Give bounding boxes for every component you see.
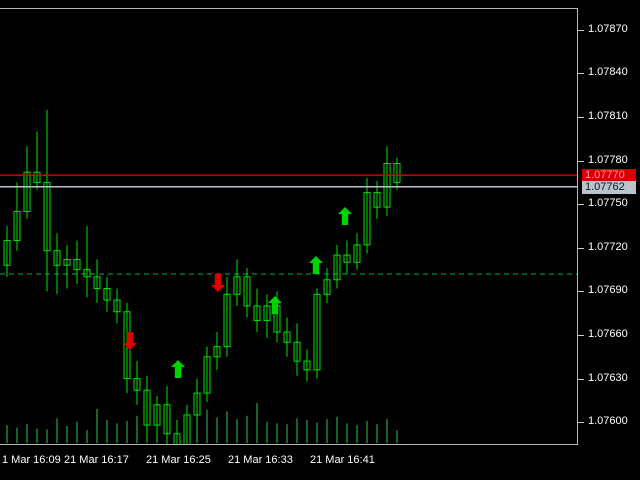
candle-body — [193, 392, 201, 416]
time-tick-label: 1 Mar 16:09 — [2, 454, 61, 466]
candle-body — [93, 276, 101, 289]
candle-body — [353, 244, 361, 263]
chart-plot-area[interactable] — [0, 8, 577, 444]
buy-signal-up-arrow-icon — [338, 207, 352, 225]
price-tick-label: 1.07630 — [588, 372, 628, 384]
price-tick — [578, 291, 584, 292]
price-tick — [578, 248, 584, 249]
candle-body — [383, 163, 391, 208]
candle-body — [73, 258, 81, 271]
price-tick-label: 1.07660 — [588, 328, 628, 340]
candle-body — [23, 171, 31, 212]
candle-body — [303, 360, 311, 371]
candle-body — [13, 210, 21, 242]
price-tick — [578, 379, 584, 380]
candle-body — [173, 433, 181, 444]
ask-price-tag: 1.07770 — [582, 169, 636, 182]
time-axis[interactable]: 1 Mar 16:09 21 Mar 16:17 21 Mar 16:25 21 Ma… — [0, 445, 578, 480]
candle-body — [133, 378, 141, 391]
candle-body — [293, 341, 301, 362]
candle-body — [183, 414, 191, 444]
candle-body — [43, 181, 51, 252]
sell-signal-down-arrow-icon — [123, 332, 137, 350]
candle-body — [53, 250, 61, 266]
price-tick-label: 1.07870 — [588, 23, 628, 35]
price-tick-label: 1.07750 — [588, 197, 628, 209]
price-tick — [578, 335, 584, 336]
buy-signal-up-arrow-icon — [171, 360, 185, 378]
candle-body — [233, 276, 241, 295]
candle-group — [3, 109, 401, 444]
candlestick-svg — [0, 109, 577, 444]
candle-body — [393, 163, 401, 183]
price-tick — [578, 161, 584, 162]
candle-body — [253, 305, 261, 321]
price-tick-label: 1.07840 — [588, 66, 628, 78]
candle-body — [213, 346, 221, 358]
candle-body — [103, 287, 111, 301]
bid-price-tag: 1.07762 — [582, 181, 636, 194]
candle-body — [373, 192, 381, 208]
buy-signal-up-arrow-icon — [309, 256, 323, 274]
time-tick-label: 21 Mar 16:33 — [228, 454, 293, 466]
candle-body — [223, 293, 231, 348]
signal-arrow-group — [123, 207, 352, 378]
price-tick-label: 1.07780 — [588, 154, 628, 166]
price-tick-label: 1.07690 — [588, 284, 628, 296]
volume-bars — [6, 403, 398, 443]
price-axis[interactable]: 1.07870 1.07840 1.07810 1.07780 1.07750 1.077… — [578, 0, 640, 480]
candle-body — [163, 404, 171, 435]
candle-body — [83, 269, 91, 278]
price-tick — [578, 117, 584, 118]
price-tick-label: 1.07600 — [588, 415, 628, 427]
candle-body — [243, 276, 251, 307]
price-tick-label: 1.07810 — [588, 110, 628, 122]
time-tick-label: 21 Mar 16:25 — [146, 454, 211, 466]
price-tick — [578, 30, 584, 31]
candle-body — [363, 192, 371, 246]
candle-body — [323, 279, 331, 295]
candle-body — [333, 254, 341, 281]
candle-body — [263, 305, 271, 321]
candle-body — [203, 356, 211, 394]
candle-body — [113, 299, 121, 313]
candle-body — [143, 389, 151, 426]
price-tick — [578, 73, 584, 74]
candle-body — [3, 240, 11, 266]
sell-signal-down-arrow-icon — [211, 274, 225, 292]
candle-body — [283, 331, 291, 343]
candle-body — [63, 258, 71, 266]
candle-body — [153, 404, 161, 426]
price-tick-label: 1.07720 — [588, 241, 628, 253]
time-tick-label: 21 Mar 16:41 — [310, 454, 375, 466]
candle-body — [313, 293, 321, 371]
candle-body — [343, 254, 351, 263]
time-tick-label: 21 Mar 16:17 — [64, 454, 129, 466]
price-tick — [578, 422, 584, 423]
price-tick — [578, 204, 584, 205]
chart-plot-frame — [0, 8, 578, 445]
candle-body — [33, 171, 41, 183]
buy-signal-up-arrow-icon — [268, 296, 282, 314]
